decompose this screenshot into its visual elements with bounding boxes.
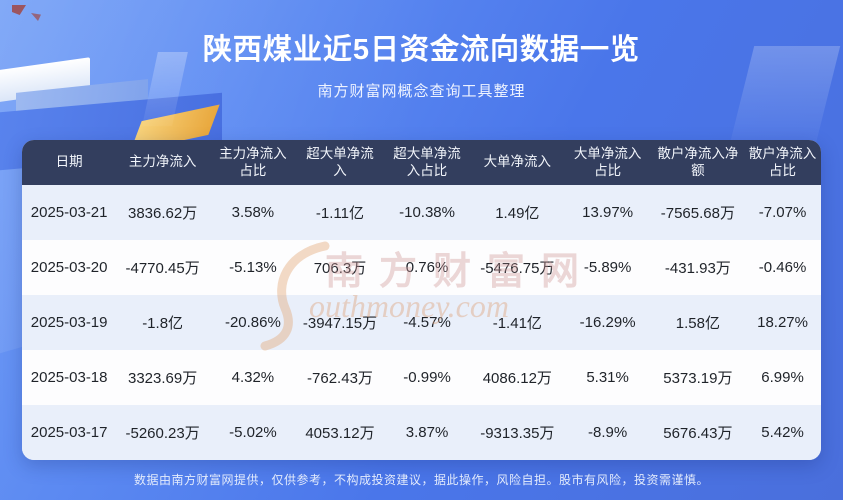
red-corner-decoration	[31, 13, 41, 21]
table-cell: -5.89%	[583, 259, 632, 276]
table-cell: 1.49亿	[495, 205, 540, 222]
table-cell: 3.58%	[231, 204, 275, 221]
table-cell: -5260.23万	[125, 425, 200, 442]
table-cell: -3947.15万	[302, 315, 378, 332]
table-cell: -5.13%	[229, 259, 277, 276]
table-row: 2025-03-20 -4770.45万 -5.13% 706.3万 0.76%…	[22, 240, 821, 295]
table-cell: -7.07%	[758, 204, 807, 221]
table-cell: -16.29%	[579, 314, 636, 331]
column-header-xl-order-net-inflow: 超大单净流入	[306, 145, 374, 178]
column-header-retail-net-inflow-ratio: 散户净流入占比	[748, 145, 817, 178]
table-cell: 5373.19万	[663, 370, 733, 387]
table-cell: -0.46%	[758, 259, 807, 276]
table-cell: -8.9%	[588, 424, 628, 441]
table-row: 2025-03-21 3836.62万 3.58% -1.11亿 -10.38%…	[22, 185, 821, 240]
table-cell: 13.97%	[582, 204, 634, 221]
table-cell: 4086.12万	[482, 370, 552, 387]
table-cell: 18.27%	[757, 314, 808, 331]
table-cell: -4770.45万	[125, 260, 200, 277]
table-cell: -1.8亿	[142, 315, 184, 332]
table-cell: -1.11亿	[315, 205, 364, 222]
column-header-main-net-inflow: 主力净流入	[128, 154, 197, 170]
table-cell: 4.32%	[231, 369, 275, 386]
table-cell: -431.93万	[664, 260, 731, 277]
table-cell: 5.42%	[761, 424, 804, 441]
table-cell: -10.38%	[399, 204, 455, 221]
table-cell: 6.99%	[761, 369, 804, 386]
column-header-date: 日期	[55, 154, 83, 170]
table-cell: 0.76%	[405, 259, 449, 276]
table-cell: 1.58亿	[675, 315, 720, 332]
date-cell: 2025-03-17	[30, 424, 108, 441]
date-cell: 2025-03-20	[30, 259, 108, 276]
table-cell: -4.57%	[403, 314, 451, 331]
table-row: 2025-03-17 -5260.23万 -5.02% 4053.12万 3.8…	[22, 405, 821, 460]
column-header-xl-order-net-inflow-ratio: 超大单净流入占比	[393, 145, 461, 178]
table-cell: -5476.75万	[480, 260, 555, 277]
table-cell: 3.87%	[405, 424, 449, 441]
footer-disclaimer: 数据由南方财富网提供，仅供参考，不构成投资建议，据此操作，风险自担。股市有风险，…	[133, 473, 709, 487]
column-header-large-order-net-inflow-ratio: 大单净流入占比	[573, 145, 642, 178]
table-cell: -5.02%	[229, 424, 277, 441]
column-header-main-net-inflow-ratio: 主力净流入占比	[219, 145, 287, 178]
table-row: 2025-03-18 3323.69万 4.32% -762.43万 -0.99…	[22, 350, 821, 405]
table-header-row: 日期 主力净流入 主力净流入占比 超大单净流入 超大单净流入占比 大单净流入 大…	[22, 140, 821, 185]
table-cell: 4053.12万	[305, 425, 375, 442]
table-cell: -0.99%	[403, 369, 451, 386]
page-title: 陕西煤业近5日资金流向数据一览	[202, 34, 641, 66]
column-header-large-order-net-inflow: 大单净流入	[483, 154, 552, 170]
table-cell: -7565.68万	[660, 205, 735, 222]
date-cell: 2025-03-18	[30, 369, 108, 386]
table-row: 2025-03-19 -1.8亿 -20.86% -3947.15万 -4.57…	[22, 295, 821, 350]
date-cell: 2025-03-19	[30, 314, 108, 331]
table-cell: 3323.69万	[128, 370, 198, 387]
table-cell: -1.41亿	[492, 315, 542, 332]
table-cell: -9313.35万	[480, 425, 555, 442]
column-header-retail-net-inflow: 散户净流入净额	[657, 145, 739, 178]
date-cell: 2025-03-21	[30, 204, 108, 221]
table-cell: 706.3万	[313, 260, 367, 277]
table-cell: 5676.43万	[663, 425, 733, 442]
table-cell: 5.31%	[586, 369, 629, 386]
table-cell: -20.86%	[224, 314, 281, 331]
table-cell: 3836.62万	[128, 205, 198, 222]
page-subtitle: 南方财富网概念查询工具整理	[317, 83, 526, 100]
red-corner-decoration	[12, 5, 26, 15]
data-table-card: 日期 主力净流入 主力净流入占比 超大单净流入 超大单净流入占比 大单净流入 大…	[22, 140, 821, 460]
table-cell: -762.43万	[307, 370, 373, 387]
